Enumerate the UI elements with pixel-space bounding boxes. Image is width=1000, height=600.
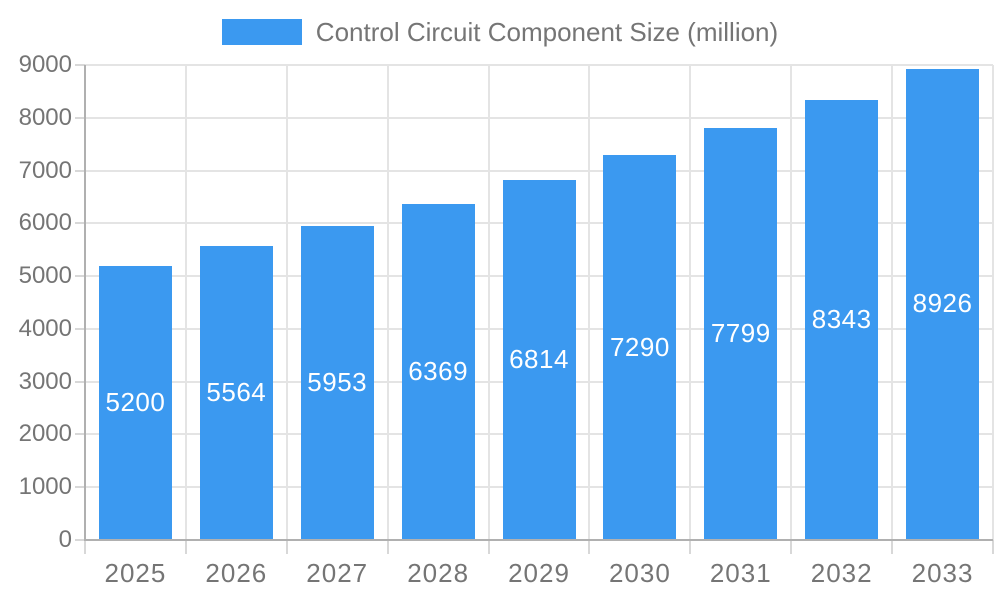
v-gridline [487, 65, 490, 540]
legend-swatch [221, 19, 302, 45]
x-tick-label: 2029 [508, 558, 570, 588]
v-gridline [588, 65, 591, 540]
x-tick [790, 540, 793, 554]
y-tick-label: 6000 [18, 209, 72, 237]
y-tick [75, 327, 85, 330]
bar: 8926 [906, 68, 980, 539]
bar: 6814 [502, 180, 576, 539]
y-tick [75, 539, 85, 541]
x-tick-label: 2027 [306, 558, 369, 588]
v-gridline [285, 65, 288, 540]
bar: 5200 [98, 265, 172, 539]
x-tick-label: 2026 [205, 558, 268, 588]
h-gridline [85, 64, 993, 66]
bar-value-label: 5564 [206, 377, 267, 408]
bar-value-label: 5200 [105, 386, 166, 417]
y-tick-label: 7000 [18, 156, 72, 184]
v-gridline [790, 65, 793, 540]
v-gridline [184, 65, 187, 540]
v-gridline [891, 65, 894, 540]
v-gridline [386, 65, 389, 540]
y-tick [75, 222, 85, 225]
x-tick-label: 2030 [608, 558, 671, 588]
y-tick [75, 275, 85, 278]
bar-value-label: 8926 [912, 288, 973, 319]
bar: 5953 [300, 225, 374, 539]
bar-value-label: 8343 [811, 303, 872, 334]
h-gridline [85, 169, 993, 172]
x-tick [992, 540, 994, 554]
y-tick-label: 0 [58, 526, 72, 553]
y-tick [75, 486, 85, 489]
y-tick [75, 64, 85, 66]
legend-label: Control Circuit Component Size (million) [315, 16, 779, 47]
x-tick-label: 2025 [104, 558, 167, 588]
x-tick [386, 540, 389, 554]
v-gridline [689, 65, 692, 540]
y-tick [75, 169, 85, 172]
x-tick-label: 2032 [810, 558, 873, 588]
bar: 8343 [805, 99, 879, 539]
y-tick-label: 9000 [18, 51, 72, 78]
y-tick-label: 3000 [18, 367, 72, 395]
y-tick-label: 2000 [18, 420, 72, 448]
v-gridline [992, 65, 994, 540]
x-tick [84, 540, 86, 554]
x-tick-label: 2031 [709, 558, 772, 588]
x-axis-line [84, 539, 993, 541]
x-tick [184, 540, 187, 554]
x-tick-label: 2033 [911, 558, 974, 588]
bar: 7799 [704, 128, 778, 539]
x-tick [891, 540, 894, 554]
bar-value-label: 7799 [710, 318, 771, 349]
bar-value-label: 6369 [408, 355, 469, 386]
x-tick [285, 540, 288, 554]
chart-legend[interactable]: Control Circuit Component Size (million) [0, 14, 1000, 50]
y-tick-label: 1000 [18, 473, 72, 501]
bar-value-label: 5953 [307, 366, 368, 397]
bar: 6369 [401, 203, 475, 539]
x-tick [689, 540, 692, 554]
bar-value-label: 6814 [509, 344, 569, 375]
x-tick-label: 2028 [407, 558, 470, 588]
y-tick-label: 5000 [18, 262, 72, 290]
y-tick [75, 380, 85, 383]
x-tick [487, 540, 490, 554]
y-tick [75, 433, 85, 436]
x-tick [588, 540, 591, 554]
bar-value-label: 7290 [609, 331, 670, 362]
y-tick [75, 116, 85, 119]
y-axis-line [84, 65, 86, 540]
y-tick-label: 8000 [18, 103, 72, 131]
bar: 5564 [199, 246, 273, 539]
h-gridline [85, 116, 993, 119]
y-tick-label: 4000 [18, 314, 72, 342]
bar: 7290 [603, 155, 677, 539]
